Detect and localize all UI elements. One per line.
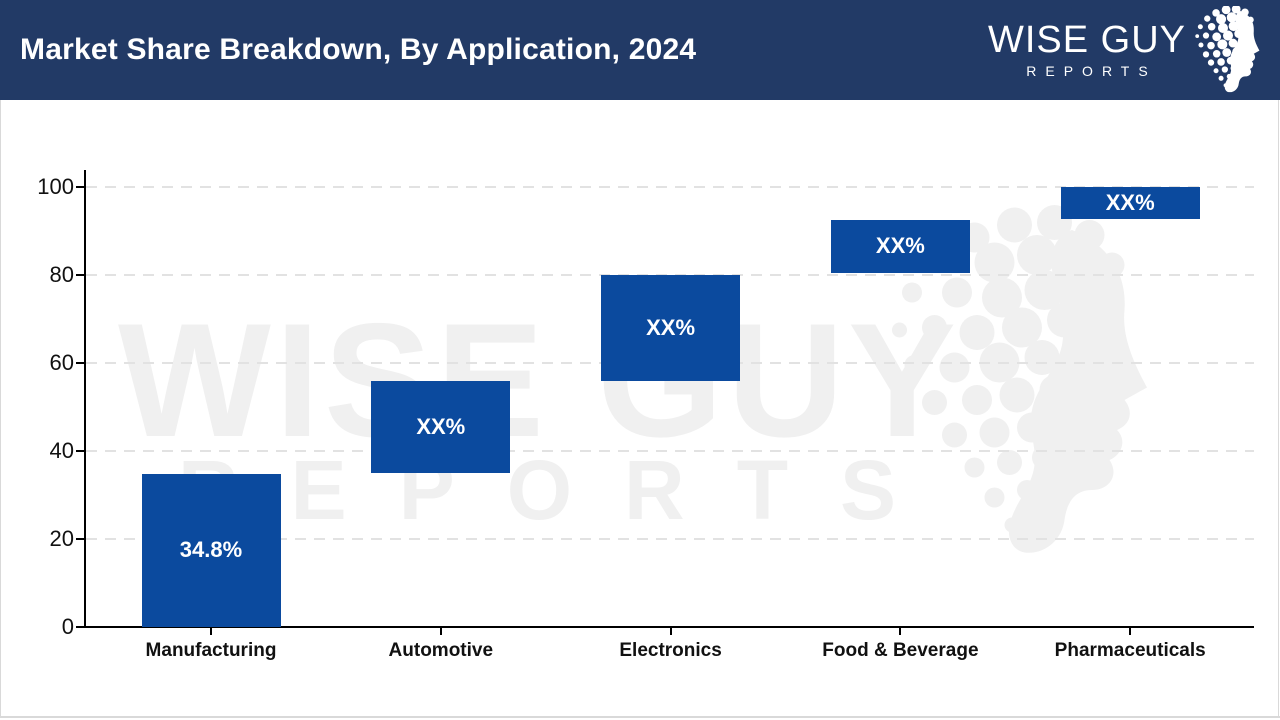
bar-value-label: XX% bbox=[1105, 190, 1155, 216]
bar-pharmaceuticals: XX% bbox=[1060, 187, 1200, 220]
x-axis-tick bbox=[899, 628, 902, 635]
y-axis-tick-20 bbox=[76, 538, 84, 540]
bar-automotive: XX% bbox=[371, 380, 511, 473]
y-axis-tick-label: 40 bbox=[49, 438, 74, 463]
y-axis-tick-label: 100 bbox=[37, 174, 74, 199]
frame-border-left bbox=[0, 100, 1, 717]
x-axis-category-label: Manufacturing bbox=[145, 640, 277, 661]
bar-value-label: XX% bbox=[875, 233, 925, 259]
x-axis-category-label: Food & Beverage bbox=[822, 640, 979, 661]
x-axis-tick bbox=[669, 628, 672, 635]
x-axis-tick bbox=[1129, 628, 1132, 635]
watermark-text-reports: REPORTS bbox=[178, 443, 949, 537]
y-axis-tick-60 bbox=[76, 362, 84, 364]
y-axis-tick-label: 80 bbox=[49, 262, 74, 287]
x-axis-category-label: Automotive bbox=[388, 640, 494, 661]
y-axis-tick-0 bbox=[76, 626, 84, 628]
chart-plot-area: 0 20 40 60 80 100 34.8% Manufacturing XX% Automot… bbox=[0, 100, 1280, 720]
logo-text: WISE GUY REPORTS bbox=[987, 19, 1186, 79]
x-axis bbox=[84, 626, 1254, 628]
bar-value-label: XX% bbox=[646, 314, 696, 340]
y-axis-tick-100 bbox=[76, 186, 84, 188]
y-axis bbox=[84, 170, 86, 628]
y-axis-tick-label: 60 bbox=[49, 350, 74, 375]
logo-name: WISE GUY bbox=[987, 19, 1186, 62]
watermark-text-wiseguy: WISE GUY bbox=[118, 290, 961, 471]
header-bar: Market Share Breakdown, By Application, … bbox=[0, 0, 1280, 100]
wise-guy-logo: WISE GUY REPORTS bbox=[988, 6, 1266, 94]
bar-food-beverage: XX% bbox=[830, 220, 970, 273]
x-axis-tick bbox=[439, 628, 442, 635]
logo-head-icon bbox=[1195, 6, 1260, 93]
bar-manufacturing: 34.8% bbox=[141, 473, 281, 627]
y-axis-tick-40 bbox=[76, 450, 84, 452]
gridline-y-20 bbox=[86, 538, 1254, 540]
x-axis-tick bbox=[210, 628, 212, 635]
bar-value-label: 34.8% bbox=[179, 537, 243, 563]
frame-border-bottom bbox=[0, 716, 1280, 718]
y-axis-tick-80 bbox=[76, 274, 84, 276]
bar-electronics: XX% bbox=[601, 275, 741, 381]
x-axis-category-label: Electronics bbox=[619, 640, 722, 661]
logo-subtitle: REPORTS bbox=[1026, 62, 1157, 79]
page-title: Market Share Breakdown, By Application, … bbox=[20, 33, 697, 66]
frame-border-right bbox=[1278, 100, 1279, 717]
y-axis-tick-label: 0 bbox=[61, 614, 74, 639]
bar-value-label: XX% bbox=[416, 413, 466, 439]
y-axis-tick-label: 20 bbox=[49, 526, 74, 551]
x-axis-category-label: Pharmaceuticals bbox=[1054, 640, 1206, 661]
gridline-y-100 bbox=[86, 186, 1254, 188]
gridline-y-40 bbox=[86, 450, 1254, 452]
